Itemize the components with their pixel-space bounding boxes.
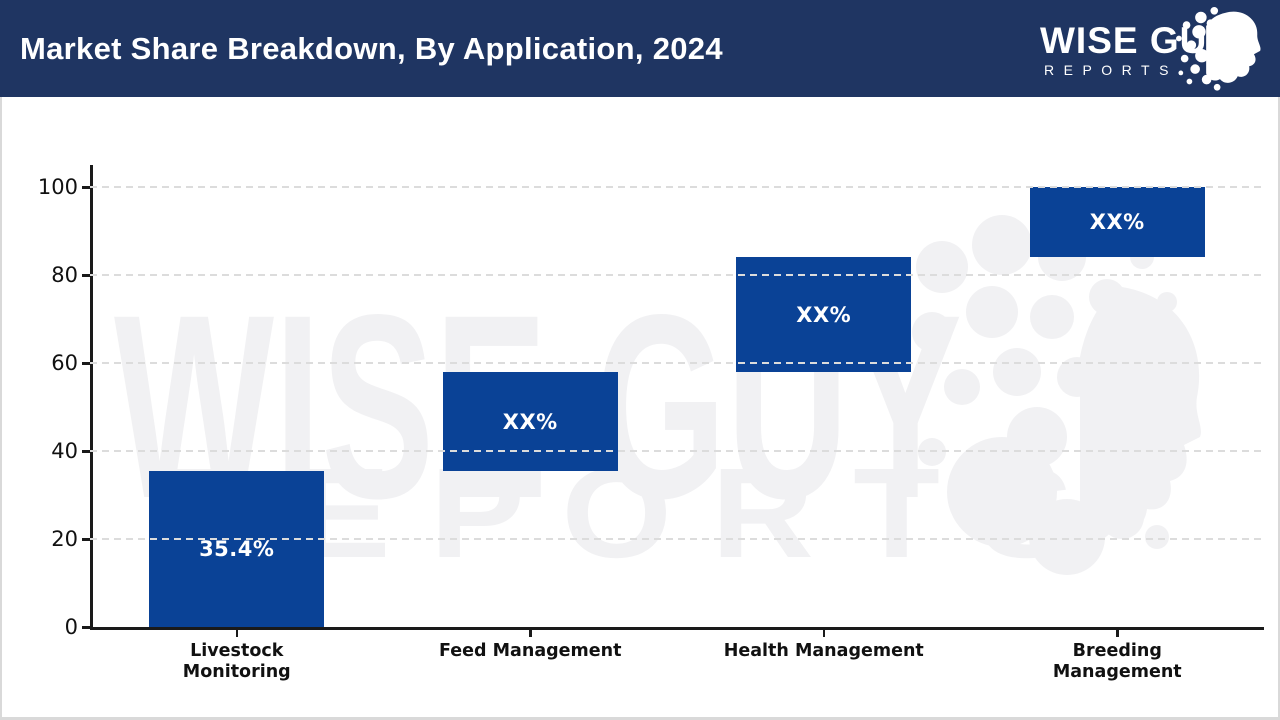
y-tick-label: 100 bbox=[37, 175, 78, 199]
bar-value-label: XX% bbox=[502, 409, 558, 434]
y-tick-mark bbox=[82, 274, 90, 277]
y-tick-label: 0 bbox=[64, 615, 78, 639]
x-tick-mark bbox=[529, 629, 532, 637]
watermark-head-icon bbox=[912, 215, 1201, 575]
x-tick-mark bbox=[235, 629, 239, 637]
y-tick-label: 80 bbox=[51, 263, 78, 287]
y-tick-mark bbox=[82, 186, 90, 189]
y-axis bbox=[90, 165, 93, 629]
bar: XX% bbox=[736, 257, 912, 372]
x-tick-label: Health Management bbox=[723, 641, 924, 661]
y-tick-mark bbox=[82, 450, 90, 453]
x-tick-label: Feed Management bbox=[439, 641, 622, 661]
gridline bbox=[90, 538, 1264, 540]
head-silhouette-icon bbox=[1176, 6, 1261, 91]
bar: 35.4% bbox=[149, 471, 325, 627]
page-title: Market Share Breakdown, By Application, … bbox=[20, 30, 723, 66]
bar: XX% bbox=[1029, 187, 1205, 258]
x-axis bbox=[90, 627, 1264, 630]
x-tick-mark bbox=[1116, 629, 1119, 637]
brand-subname: REPORTS bbox=[1044, 62, 1178, 78]
brand-logo: WISE GUY REPORTS bbox=[1012, 6, 1262, 92]
y-tick-label: 20 bbox=[51, 527, 78, 551]
gridline bbox=[90, 186, 1264, 188]
bar-value-label: XX% bbox=[1089, 210, 1145, 235]
x-tick-label: Breeding Management bbox=[1052, 641, 1182, 683]
y-tick-mark bbox=[82, 362, 90, 365]
y-tick-label: 40 bbox=[51, 439, 78, 463]
y-tick-label: 60 bbox=[51, 351, 78, 375]
x-tick-label: Livestock Monitoring bbox=[182, 641, 291, 683]
gridline bbox=[90, 450, 1264, 452]
gridline bbox=[90, 362, 1264, 364]
bar: XX% bbox=[442, 371, 618, 472]
x-tick-mark bbox=[822, 629, 826, 637]
gridline bbox=[90, 274, 1264, 276]
bar-value-label: 35.4% bbox=[199, 537, 275, 562]
y-tick-mark bbox=[82, 626, 90, 629]
y-tick-mark bbox=[82, 538, 90, 541]
chart-canvas: WISE GUY R E P O R T S bbox=[0, 97, 1280, 720]
header-bar: Market Share Breakdown, By Application, … bbox=[0, 0, 1280, 97]
bar-value-label: XX% bbox=[796, 302, 852, 327]
